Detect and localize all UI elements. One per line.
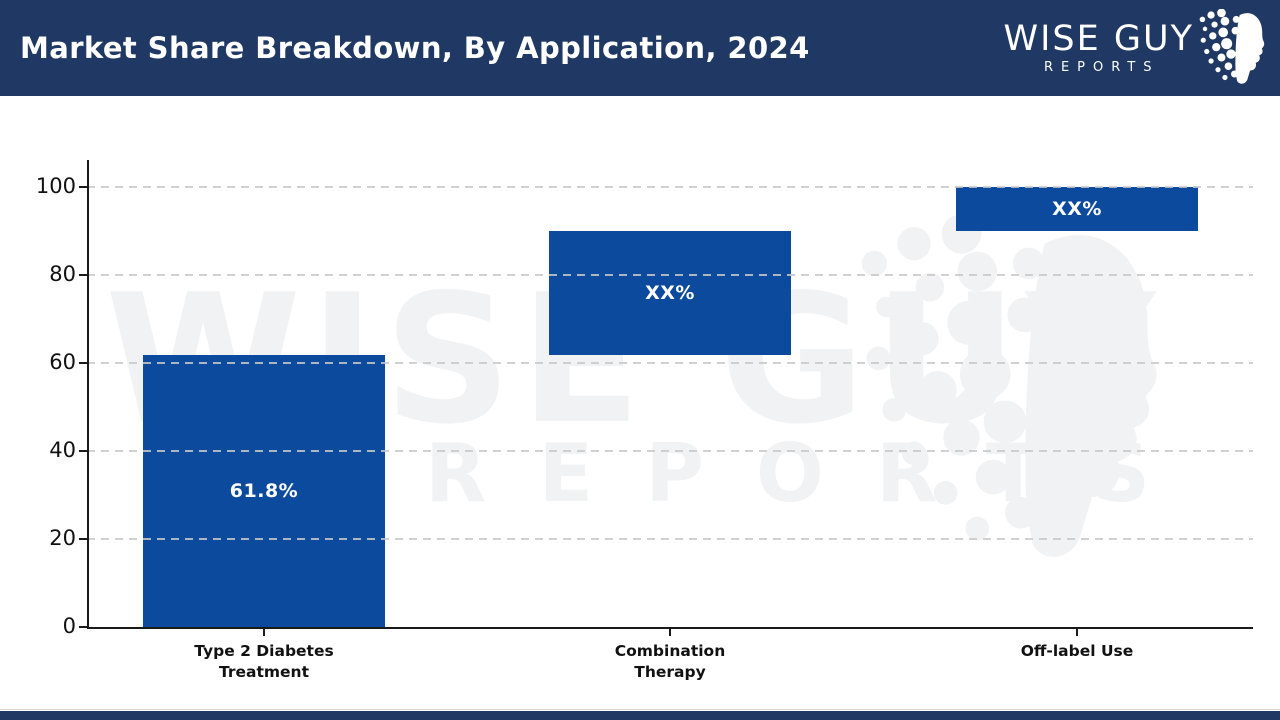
gridline-y-20 bbox=[87, 538, 1253, 540]
y-axis-tick bbox=[79, 538, 88, 540]
x-axis-tick bbox=[263, 629, 265, 636]
logo-brand-name: WISE GUY bbox=[1003, 19, 1194, 60]
y-axis-tick bbox=[79, 450, 88, 452]
wise-guy-logo: WISE GUY REPORTS bbox=[1003, 8, 1266, 88]
x-axis-category-line: Off-label Use bbox=[1020, 642, 1134, 660]
bar-3: XX% bbox=[956, 187, 1198, 231]
footer-divider bbox=[0, 709, 1280, 710]
y-axis-tick-label: 100 bbox=[35, 174, 76, 198]
y-axis-tick-label: 80 bbox=[49, 262, 76, 286]
y-axis-tick bbox=[79, 186, 88, 188]
footer-bar bbox=[0, 711, 1280, 720]
gridline-y-60 bbox=[87, 362, 1253, 364]
y-axis-tick bbox=[79, 362, 88, 364]
x-axis-tick bbox=[1076, 629, 1078, 636]
bar-2: XX% bbox=[549, 231, 791, 356]
y-axis-tick bbox=[79, 626, 88, 628]
y-axis-tick-label: 0 bbox=[62, 614, 76, 638]
logo-head-icon bbox=[1199, 9, 1265, 84]
logo-brand-sub: REPORTS bbox=[1043, 59, 1160, 75]
x-axis-category-line: Combination bbox=[614, 642, 726, 660]
x-axis-tick bbox=[669, 629, 671, 636]
gridline-y-80 bbox=[87, 274, 1253, 276]
x-axis-category-label: Off-label Use bbox=[927, 641, 1227, 662]
x-axis-category-line: Treatment bbox=[218, 663, 309, 681]
x-axis-line bbox=[87, 627, 1253, 629]
x-axis-category-label: Type 2 Diabetes Treatment bbox=[114, 641, 414, 683]
header-bar: Market Share Breakdown, By Application, … bbox=[0, 0, 1280, 96]
bar-value-label: XX% bbox=[1052, 198, 1102, 220]
bar-1: 61.8% bbox=[143, 355, 385, 627]
x-axis-category-line: Therapy bbox=[634, 663, 706, 681]
watermark-head-icon bbox=[861, 216, 1157, 557]
y-axis-tick-label: 40 bbox=[49, 438, 76, 462]
x-axis-category-line: Type 2 Diabetes bbox=[194, 642, 334, 660]
bar-value-label: 61.8% bbox=[229, 480, 299, 503]
y-axis-tick-label: 20 bbox=[49, 526, 76, 550]
y-axis-tick-label: 60 bbox=[49, 350, 76, 374]
y-axis-line bbox=[87, 160, 89, 629]
bar-value-label: XX% bbox=[645, 282, 695, 305]
y-axis-tick bbox=[79, 274, 88, 276]
gridline-y-40 bbox=[87, 450, 1253, 452]
gridline-y-100 bbox=[87, 186, 1253, 188]
page-title: Market Share Breakdown, By Application, … bbox=[20, 31, 810, 65]
x-axis-category-label: Combination Therapy bbox=[520, 641, 820, 683]
